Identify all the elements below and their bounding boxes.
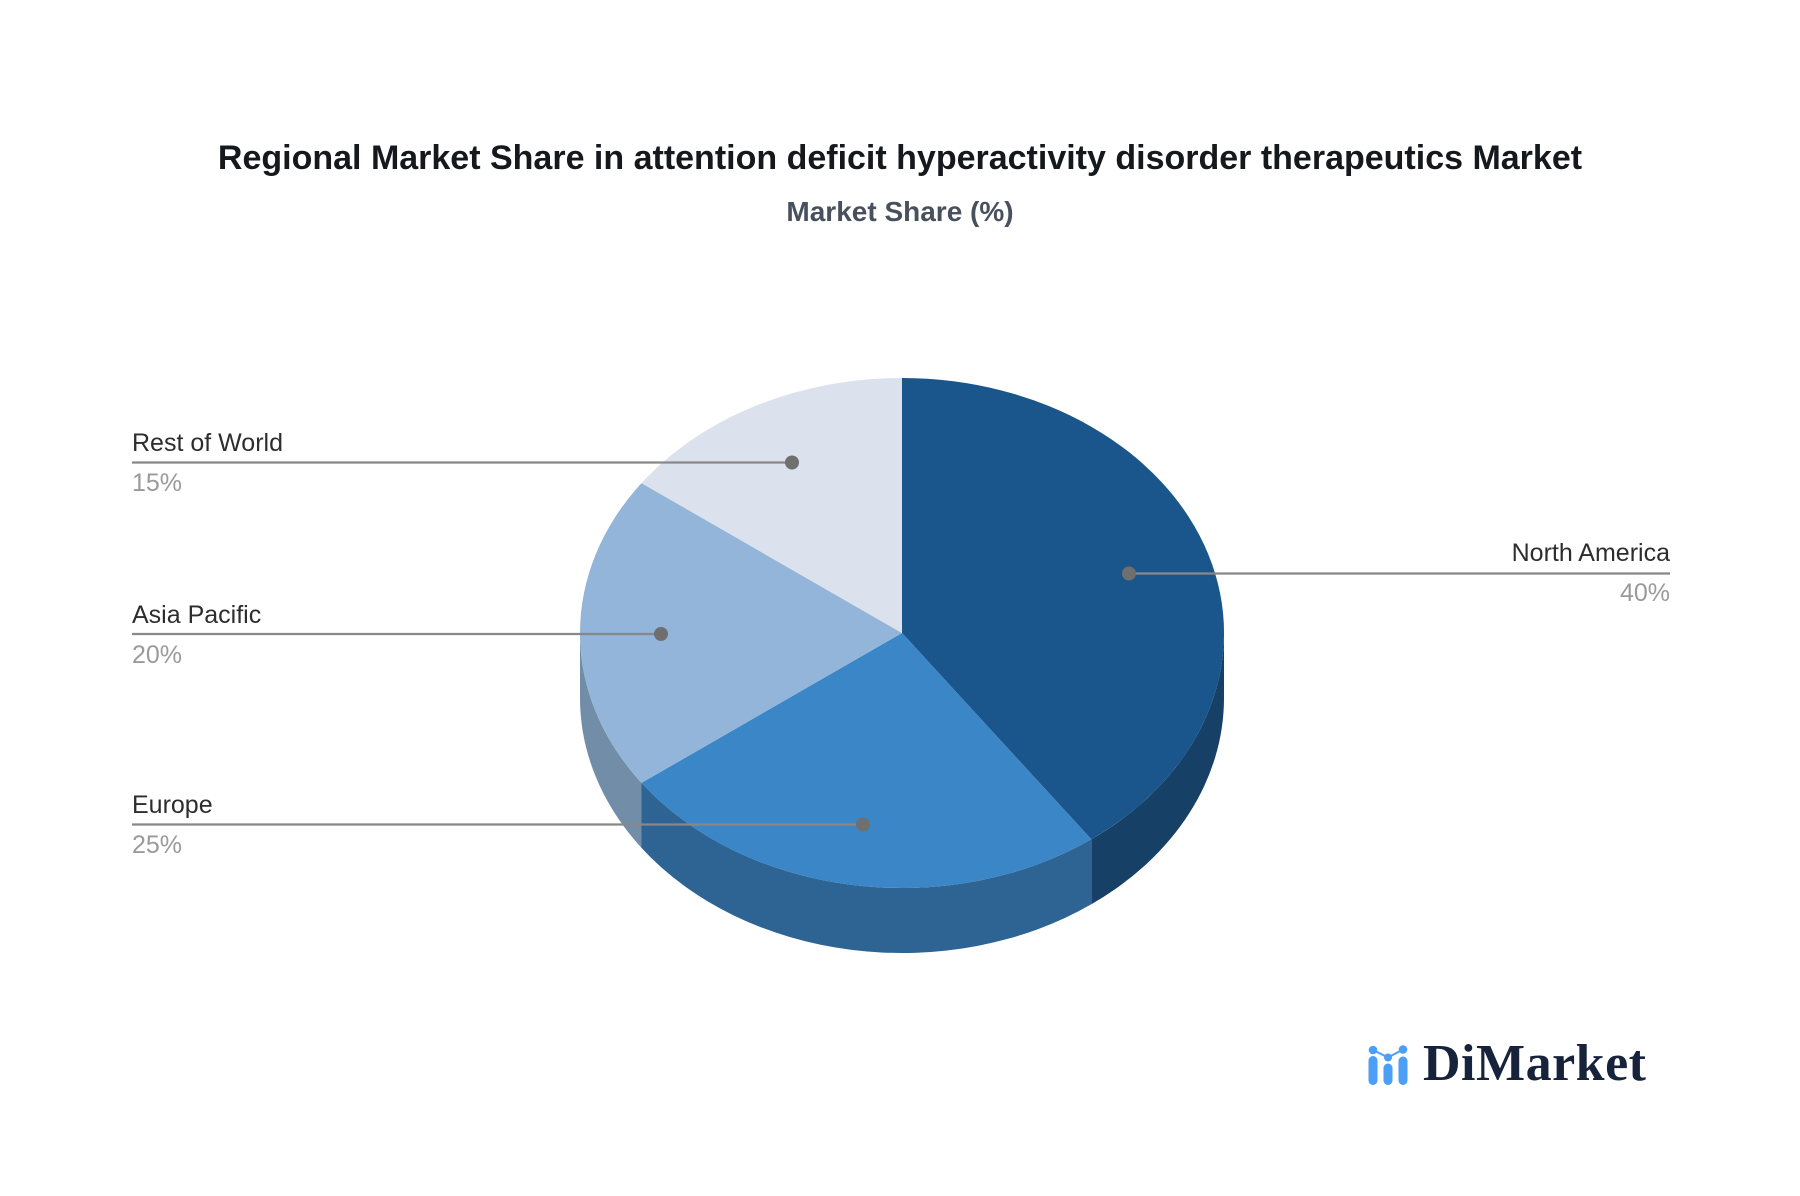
category-label: Asia Pacific <box>132 601 262 629</box>
pie-side-north-america <box>1091 633 1224 905</box>
category-label: North America <box>1511 539 1670 567</box>
pie-side-asia-pacific <box>580 633 642 848</box>
pie-slice-asia-pacific[interactable] <box>579 483 902 783</box>
callout-rest-of-world: Rest of World <box>132 428 283 458</box>
percent-label: 20% <box>132 641 183 669</box>
category-label: Europe <box>132 791 213 819</box>
percent-label: 15% <box>132 469 183 497</box>
pie-3d-sides <box>580 633 1224 954</box>
leader-dot-asia-pacific <box>654 627 668 641</box>
callout-north-america-pct: 40% <box>1620 578 1670 608</box>
percent-label: 40% <box>1619 579 1670 607</box>
chart-title: Regional Market Share in attention defic… <box>217 139 1583 177</box>
callout-europe: Europe <box>132 790 213 820</box>
brand-logo: DiMarket <box>1366 1035 1646 1092</box>
callout-rest-of-world-pct: 15% <box>132 468 182 498</box>
leader-dot-rest-of-world <box>785 455 799 470</box>
leader-dot-europe <box>856 817 870 832</box>
callout-asia-pacific: Asia Pacific <box>132 600 261 630</box>
callout-north-america: North America <box>1512 538 1670 568</box>
pie-slice-north-america[interactable] <box>902 378 1225 840</box>
bar-line-chart-icon <box>1368 1045 1408 1085</box>
category-label: Rest of World <box>132 429 283 457</box>
pie-slices <box>579 378 1225 889</box>
pie-side-europe <box>641 782 1092 954</box>
percent-label: 25% <box>132 831 183 859</box>
leader-lines <box>132 455 1670 832</box>
pie-slice-rest-of-world[interactable] <box>641 378 903 633</box>
leader-dot-north-america <box>1122 566 1136 581</box>
callout-europe-pct: 25% <box>132 830 182 860</box>
chart-subtitle: Market Share (%) <box>786 196 1014 227</box>
brand-logo-text: DiMarket <box>1423 1034 1647 1092</box>
callout-asia-pacific-pct: 20% <box>132 640 182 670</box>
